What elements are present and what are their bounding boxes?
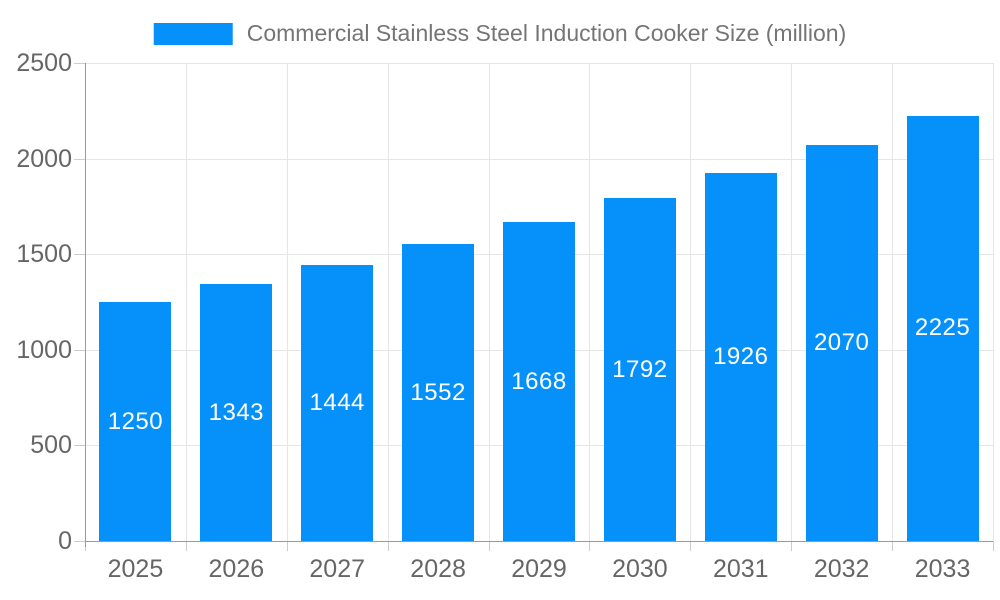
bar[interactable]: 1552 xyxy=(402,244,475,541)
x-axis-tick xyxy=(993,541,994,551)
x-axis-label: 2029 xyxy=(511,555,567,583)
bar[interactable]: 2225 xyxy=(906,115,979,541)
v-gridline xyxy=(488,63,490,541)
legend-swatch xyxy=(153,22,233,45)
x-axis-tick xyxy=(690,541,692,551)
y-axis-label: 2000 xyxy=(16,144,72,173)
x-axis-label: 2027 xyxy=(309,555,366,583)
y-axis-tick xyxy=(74,349,85,351)
y-axis-tick xyxy=(74,63,85,64)
x-axis-label: 2026 xyxy=(208,555,265,583)
x-axis-tick xyxy=(488,541,490,551)
bar-value-label: 2070 xyxy=(813,329,870,357)
y-axis-label: 0 xyxy=(58,527,72,555)
y-axis-tick xyxy=(74,445,85,447)
x-axis-label: 2030 xyxy=(612,555,668,583)
y-axis-label: 1000 xyxy=(16,335,72,364)
h-gridline xyxy=(85,63,993,64)
v-gridline xyxy=(993,63,994,541)
legend[interactable]: Commercial Stainless Steel Induction Coo… xyxy=(153,20,847,47)
y-axis-tick xyxy=(74,158,85,160)
v-gridline xyxy=(690,63,692,541)
bar-value-label: 1792 xyxy=(612,355,668,383)
x-axis-line xyxy=(85,541,993,542)
bar-value-label: 1668 xyxy=(511,367,567,395)
bar-value-label: 1250 xyxy=(107,407,164,435)
h-gridline xyxy=(85,158,993,160)
x-axis-tick xyxy=(185,541,187,551)
bar-value-label: 1343 xyxy=(208,398,265,426)
y-axis-label: 1500 xyxy=(16,240,72,269)
legend-label: Commercial Stainless Steel Induction Coo… xyxy=(246,20,847,46)
x-axis-tick xyxy=(286,541,288,551)
bar-value-label: 2225 xyxy=(914,314,971,342)
bar-value-label: 1552 xyxy=(410,378,466,406)
bar[interactable]: 2070 xyxy=(805,145,878,541)
bar[interactable]: 1444 xyxy=(301,264,374,541)
bar[interactable]: 1250 xyxy=(99,302,172,541)
bar[interactable]: 1668 xyxy=(503,222,575,541)
x-axis-label: 2025 xyxy=(107,555,164,583)
bar-value-label: 1926 xyxy=(713,342,769,370)
bar[interactable]: 1343 xyxy=(200,284,273,541)
y-axis-label: 2500 xyxy=(16,49,72,77)
y-axis-label: 500 xyxy=(30,431,72,460)
y-axis-tick xyxy=(74,254,85,256)
x-axis-label: 2033 xyxy=(914,555,971,583)
y-axis-line xyxy=(85,63,86,547)
x-axis-tick xyxy=(387,541,389,551)
x-axis-label: 2031 xyxy=(712,555,769,583)
bar[interactable]: 1792 xyxy=(603,198,676,541)
v-gridline xyxy=(387,63,389,541)
y-axis-tick xyxy=(74,541,85,542)
x-axis-label: 2032 xyxy=(813,555,870,583)
v-gridline xyxy=(185,63,187,541)
v-gridline xyxy=(791,63,793,541)
x-axis-tick xyxy=(791,541,793,551)
v-gridline xyxy=(589,63,591,541)
v-gridline xyxy=(892,63,894,541)
x-axis-label: 2028 xyxy=(410,555,466,583)
bar-value-label: 1444 xyxy=(309,388,365,416)
bar[interactable]: 1926 xyxy=(704,172,777,541)
x-axis-tick xyxy=(589,541,591,551)
x-axis-tick xyxy=(892,541,894,551)
v-gridline xyxy=(286,63,288,541)
